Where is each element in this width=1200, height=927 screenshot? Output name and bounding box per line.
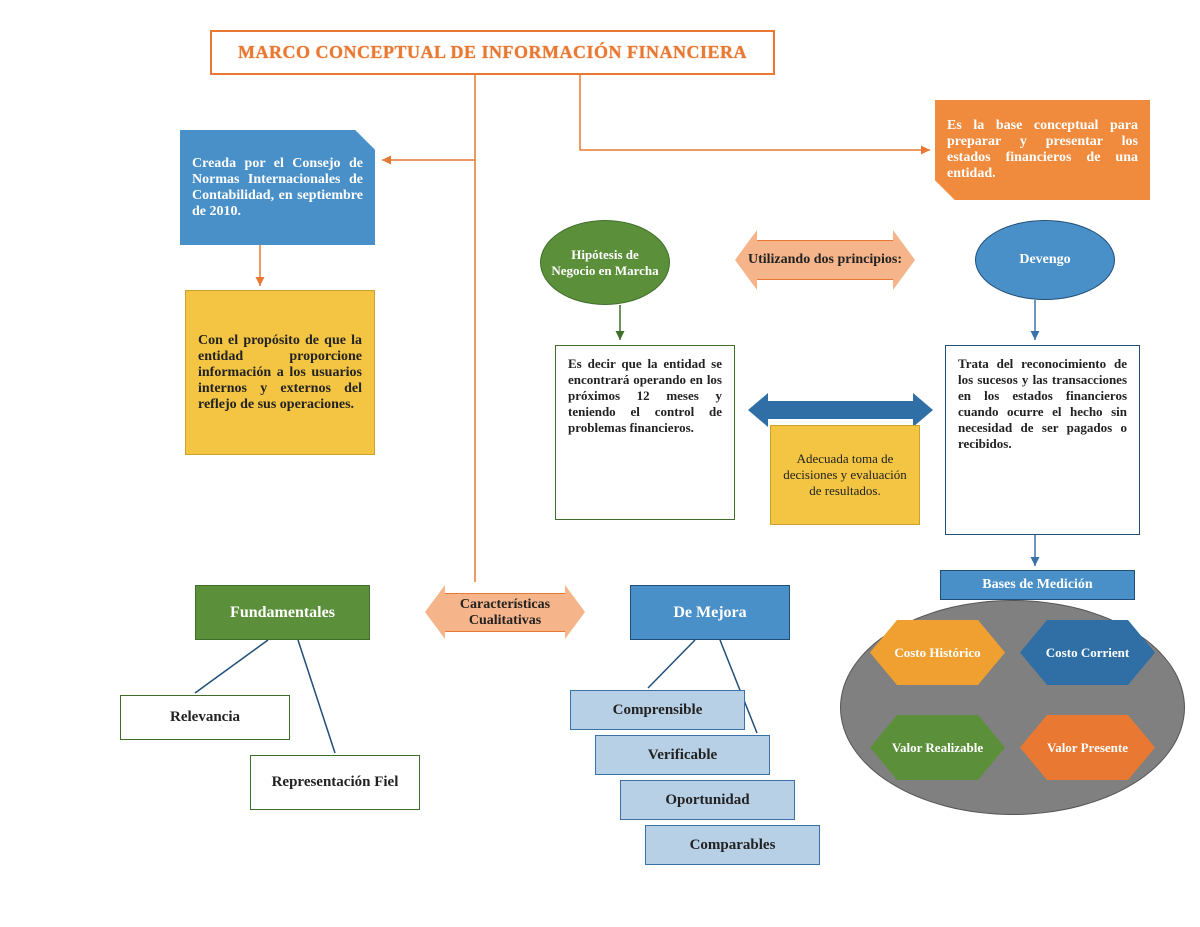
node-devengo: Devengo	[975, 220, 1115, 300]
devengo-desc-text: Trata del reconocimiento de los sucesos …	[958, 356, 1127, 452]
folded-corner	[355, 110, 395, 150]
folded-corner	[915, 180, 955, 220]
proposito-text: Con el propósito de que la entidad propo…	[198, 333, 362, 413]
node-devengo-desc: Trata del reconocimiento de los sucesos …	[945, 345, 1140, 535]
bases-text: Bases de Medición	[982, 577, 1092, 593]
hex-valor-realizable: Valor Realizable	[870, 715, 1005, 780]
node-hipotesis-desc: Es decir que la entidad se encontrará op…	[555, 345, 735, 520]
principios-text: Utilizando dos principios:	[748, 252, 902, 268]
node-comparables: Comparables	[645, 825, 820, 865]
creada-text: Creada por el Consejo de Normas Internac…	[192, 156, 363, 220]
node-base: Es la base conceptual para preparar y pr…	[935, 100, 1150, 200]
caracteristicas-text: Características Cualitativas	[425, 597, 585, 629]
oportunidad-text: Oportunidad	[665, 792, 749, 809]
adecuada-text: Adecuada toma de decisiones y evaluación…	[781, 451, 909, 499]
node-caracteristicas: Características Cualitativas	[425, 585, 585, 640]
comprensible-text: Comprensible	[613, 702, 703, 719]
verificable-text: Verificable	[648, 747, 717, 764]
representacion-text: Representación Fiel	[272, 774, 399, 791]
hipotesis-desc-text: Es decir que la entidad se encontrará op…	[568, 356, 722, 436]
hex1-text: Costo Histórico	[894, 645, 980, 661]
node-fundamentales: Fundamentales	[195, 585, 370, 640]
comparables-text: Comparables	[690, 837, 776, 854]
node-creada: Creada por el Consejo de Normas Internac…	[180, 130, 375, 245]
demejora-text: De Mejora	[673, 604, 746, 622]
node-comprensible: Comprensible	[570, 690, 745, 730]
relevancia-text: Relevancia	[170, 709, 240, 726]
fundamentales-text: Fundamentales	[230, 604, 335, 622]
node-adecuada: Adecuada toma de decisiones y evaluación…	[770, 425, 920, 525]
node-demejora: De Mejora	[630, 585, 790, 640]
hex3-text: Valor Realizable	[892, 740, 983, 756]
node-hipotesis: Hipótesis de Negocio en Marcha	[540, 220, 670, 305]
node-relevancia: Relevancia	[120, 695, 290, 740]
title-box: MARCO CONCEPTUAL DE INFORMACIÓN FINANCIE…	[210, 30, 775, 75]
base-text: Es la base conceptual para preparar y pr…	[947, 118, 1138, 182]
node-bases: Bases de Medición	[940, 570, 1135, 600]
hex-valor-presente: Valor Presente	[1020, 715, 1155, 780]
hex-costo-historico: Costo Histórico	[870, 620, 1005, 685]
blue-double-arrow	[748, 393, 933, 427]
devengo-text: Devengo	[1019, 252, 1070, 268]
node-verificable: Verificable	[595, 735, 770, 775]
node-oportunidad: Oportunidad	[620, 780, 795, 820]
title-text: MARCO CONCEPTUAL DE INFORMACIÓN FINANCIE…	[238, 42, 747, 63]
node-representacion: Representación Fiel	[250, 755, 420, 810]
hex4-text: Valor Presente	[1047, 740, 1128, 756]
hex-costo-corrient: Costo Corrient	[1020, 620, 1155, 685]
hex2-text: Costo Corrient	[1046, 645, 1129, 661]
hipotesis-text: Hipótesis de Negocio en Marcha	[549, 247, 661, 279]
node-principios: Utilizando dos principios:	[735, 230, 915, 290]
node-proposito: Con el propósito de que la entidad propo…	[185, 290, 375, 455]
